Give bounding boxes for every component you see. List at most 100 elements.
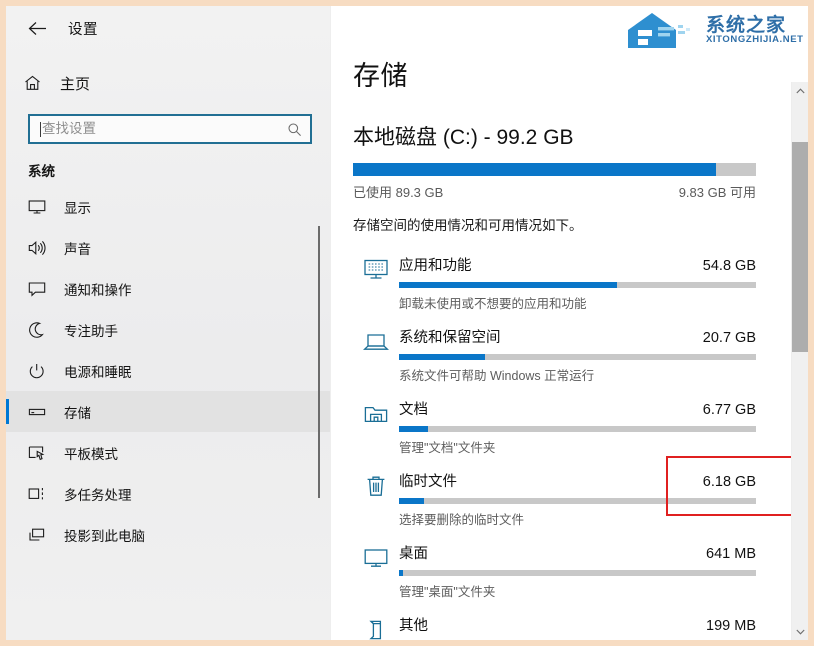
storage-category-body: 桌面 641 MB 管理"桌面"文件夹 (399, 542, 756, 600)
storage-category-bar (399, 498, 756, 504)
moon-icon (28, 321, 58, 338)
disk-usage-fill (353, 163, 716, 176)
desktop-icon (353, 542, 399, 600)
storage-category-row[interactable]: 桌面 641 MB 管理"桌面"文件夹 (353, 536, 756, 608)
settings-sidebar: 设置 主页 查找设置 (6, 6, 331, 640)
sidebar-item-project-to-pc[interactable]: 投影到此电脑 (6, 514, 330, 555)
sidebar-scrollbar[interactable] (318, 226, 320, 498)
storage-category-name: 应用和功能 (399, 258, 472, 274)
settings-window: 设置 主页 查找设置 (6, 6, 808, 640)
sidebar-item-storage[interactable]: 存储 (6, 391, 330, 432)
search-input[interactable]: 查找设置 (28, 114, 312, 144)
search-icon[interactable] (287, 122, 302, 137)
power-icon (28, 363, 58, 379)
storage-content-pane: 存储 本地磁盘 (C:) - 99.2 GB 已使用 89.3 GB 9.83 … (331, 6, 808, 640)
storage-category-bar (399, 282, 756, 288)
scroll-up-arrow-icon[interactable] (792, 82, 808, 99)
storage-category-bar-fill (399, 426, 428, 432)
storage-category-row[interactable]: 文档 6.77 GB 管理"文档"文件夹 (353, 392, 756, 464)
storage-category-description: 选择要删除的临时文件 (399, 513, 525, 527)
back-arrow-icon[interactable] (20, 13, 54, 43)
multitask-icon (28, 486, 58, 502)
storage-category-bar-fill (399, 354, 485, 360)
home-label: 主页 (60, 75, 91, 93)
sidebar-item-display[interactable]: 显示 (6, 186, 330, 227)
storage-category-size: 641 MB (706, 546, 756, 562)
sidebar-item-tablet-mode[interactable]: 平板模式 (6, 432, 330, 473)
storage-category-row[interactable]: 临时文件 6.18 GB 选择要删除的临时文件 (353, 464, 756, 536)
storage-category-head: 临时文件 6.18 GB (399, 470, 756, 491)
disk-drive-capacity: (C:) - 99.2 GB (442, 126, 574, 149)
app-title: 设置 (68, 21, 98, 38)
storage-category-row[interactable]: 应用和功能 54.8 GB 卸载未使用或不想要的应用和功能 (353, 248, 756, 320)
storage-category-size: 54.8 GB (702, 258, 756, 274)
sidebar-item-focus-assist[interactable]: 专注助手 (6, 309, 330, 350)
other-icon (353, 614, 399, 640)
storage-category-body: 临时文件 6.18 GB 选择要删除的临时文件 (399, 470, 756, 528)
storage-category-head: 系统和保留空间 20.7 GB (399, 326, 756, 347)
sidebar-nav-list: 显示 声音 通知和 (6, 186, 330, 555)
sidebar-item-label: 声音 (64, 241, 91, 257)
sidebar-item-label: 电源和睡眠 (64, 364, 132, 380)
disk-description: 存储空间的使用情况和可用情况如下。 (353, 218, 583, 233)
search-placeholder: 查找设置 (42, 121, 96, 137)
sidebar-item-label: 显示 (64, 200, 91, 216)
sidebar-item-label: 平板模式 (64, 446, 118, 462)
project-icon (28, 527, 58, 543)
storage-category-body: 系统和保留空间 20.7 GB 系统文件可帮助 Windows 正常运行 (399, 326, 756, 384)
storage-category-name: 桌面 (399, 546, 428, 562)
page-title: 存储 (353, 61, 408, 91)
storage-category-size: 199 MB (706, 618, 756, 634)
storage-category-body: 文档 6.77 GB 管理"文档"文件夹 (399, 398, 756, 456)
disk-usage-bar (353, 163, 756, 176)
chat-icon (28, 281, 58, 297)
disk-usage-meta: 已使用 89.3 GB 9.83 GB 可用 (353, 182, 756, 201)
search-wrapper: 查找设置 (28, 114, 312, 144)
storage-category-head: 文档 6.77 GB (399, 398, 756, 419)
storage-category-size: 6.77 GB (702, 402, 756, 418)
scrollbar-thumb[interactable] (792, 142, 808, 352)
local-disk-section: 本地磁盘 (C:) - 99.2 GB 已使用 89.3 GB 9.83 GB … (331, 93, 808, 234)
sidebar-item-power-sleep[interactable]: 电源和睡眠 (6, 350, 330, 391)
storage-category-row[interactable]: 系统和保留空间 20.7 GB 系统文件可帮助 Windows 正常运行 (353, 320, 756, 392)
disk-free-label: 9.83 GB 可用 (678, 185, 756, 200)
sidebar-item-label: 存储 (64, 405, 91, 421)
watermark: 系统之家 XITONGZHIJIA.NET (622, 8, 803, 56)
storage-category-size: 20.7 GB (702, 330, 756, 346)
sidebar-group-header: 系统 (28, 164, 55, 179)
speaker-icon (28, 240, 58, 256)
storage-category-name: 系统和保留空间 (399, 330, 501, 346)
storage-category-name: 临时文件 (399, 474, 457, 490)
storage-category-head: 应用和功能 54.8 GB (399, 254, 756, 275)
storage-category-description: 卸载未使用或不想要的应用和功能 (399, 297, 587, 311)
storage-category-description: 系统文件可帮助 Windows 正常运行 (399, 369, 595, 383)
trash-icon (353, 470, 399, 528)
sidebar-item-home[interactable]: 主页 (6, 66, 330, 100)
storage-category-body: 应用和功能 54.8 GB 卸载未使用或不想要的应用和功能 (399, 254, 756, 312)
house-logo-icon (628, 13, 690, 48)
storage-category-bar (399, 570, 756, 576)
storage-category-bar-fill (399, 498, 424, 504)
drive-icon (28, 404, 58, 420)
title-bar: 设置 (6, 6, 330, 50)
storage-category-bar (399, 354, 756, 360)
text-caret (40, 121, 41, 137)
storage-category-bar (399, 426, 756, 432)
content-scrollbar[interactable] (791, 82, 808, 640)
scroll-down-arrow-icon[interactable] (792, 623, 808, 640)
sidebar-item-notifications[interactable]: 通知和操作 (6, 268, 330, 309)
sidebar-item-label: 专注助手 (64, 323, 118, 339)
sidebar-item-sound[interactable]: 声音 (6, 227, 330, 268)
storage-category-description: 管理"桌面"文件夹 (399, 585, 496, 599)
sidebar-item-label: 通知和操作 (64, 282, 132, 298)
watermark-cn: 系统之家 (706, 14, 787, 36)
monitor-icon (28, 199, 58, 215)
sidebar-item-label: 多任务处理 (64, 487, 132, 503)
sidebar-item-multitasking[interactable]: 多任务处理 (6, 473, 330, 514)
sidebar-item-label: 投影到此电脑 (64, 528, 145, 544)
disk-name: 本地磁盘 (353, 126, 437, 149)
tablet-icon (28, 445, 58, 461)
